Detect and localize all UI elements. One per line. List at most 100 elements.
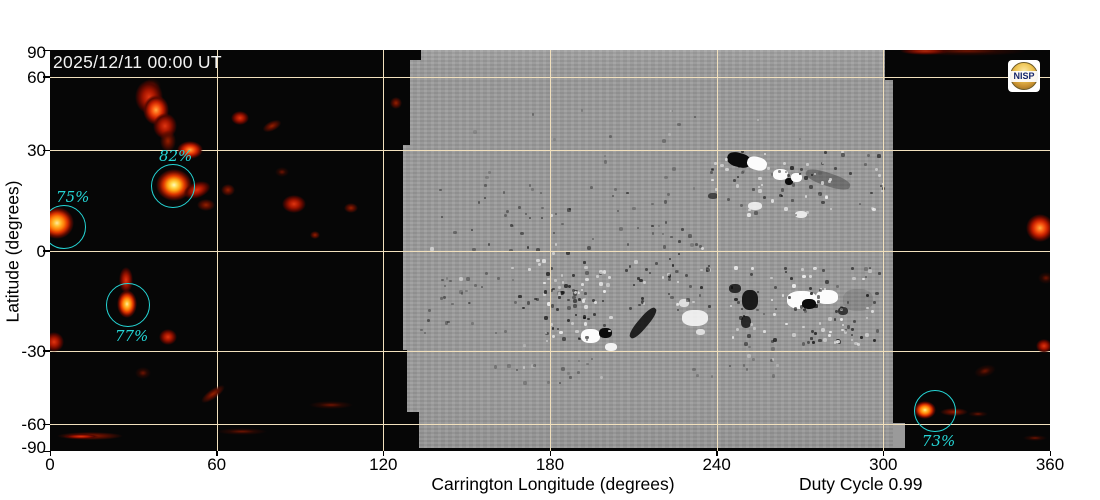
magnetogram-speckle: [484, 197, 487, 200]
y-tick-label: 0: [36, 241, 46, 261]
magnetogram-speckle: [561, 367, 565, 371]
magnetogram-speckle: [801, 342, 806, 346]
magnetogram-speckle: [676, 280, 680, 284]
farside-blob: [231, 110, 250, 125]
magnetogram-speckle: [802, 325, 805, 329]
magnetogram-speckle: [502, 191, 505, 194]
magnetogram-speckle: [741, 307, 744, 310]
magnetogram-speckle: [541, 206, 544, 210]
farside-blob: [282, 194, 307, 213]
magnetogram-speckle: [774, 307, 778, 311]
magnetogram-speckle: [536, 298, 539, 301]
magnetogram-speckle: [819, 289, 822, 292]
magnetogram-speckle: [523, 344, 526, 347]
magnetogram-speckle: [833, 340, 837, 344]
magnetogram-speckle: [602, 270, 606, 274]
magnetogram-speckle: [754, 211, 758, 215]
magnetogram-speckle: [694, 116, 697, 119]
magnetogram-speckle: [540, 216, 544, 219]
magnetogram-speckle: [445, 321, 449, 325]
magnetogram-speckle: [586, 245, 591, 250]
magnetogram-speckle: [806, 163, 809, 166]
magnetogram-speckle: [821, 161, 824, 164]
magnetogram-speckle: [859, 335, 863, 339]
magnetogram-speckle: [585, 338, 589, 342]
magnetogram-speckle: [561, 280, 565, 284]
magnetogram-speckle: [669, 109, 673, 113]
magnetogram-speckle: [573, 292, 577, 297]
x-tick-label: 360: [1035, 455, 1065, 474]
magnetogram-speckle: [877, 154, 881, 158]
magnetogram-speckle: [865, 316, 869, 320]
magnetogram-speckle: [841, 153, 845, 157]
magnetogram-speckle: [880, 185, 883, 188]
magnetogram-patch: [843, 288, 874, 311]
magnetogram-patch: [678, 299, 689, 308]
magnetogram-speckle: [638, 303, 641, 307]
magnetogram-speckle: [839, 306, 844, 310]
magnetogram-speckle: [441, 278, 444, 282]
magnetogram-speckle: [528, 217, 531, 220]
magnetogram-speckle: [785, 322, 789, 326]
magnetogram-speckle: [714, 162, 717, 165]
magnetogram-speckle: [526, 301, 530, 305]
magnetogram-speckle: [648, 272, 651, 275]
magnetogram-speckle: [711, 178, 714, 182]
magnetogram-speckle: [688, 233, 692, 238]
magnetogram-speckle: [818, 171, 823, 176]
magnetogram-speckle: [575, 329, 579, 334]
magnetogram-speckle: [657, 224, 660, 227]
magnetogram-speckle: [762, 195, 767, 200]
magnetogram-speckle: [877, 174, 881, 178]
magnetogram-speckle: [572, 273, 575, 277]
magnetogram-speckle: [739, 315, 743, 320]
magnetogram-speckle: [522, 306, 525, 310]
magnetogram-speckle: [881, 186, 886, 191]
magnetogram-speckle: [676, 302, 680, 306]
magnetogram-patch: [815, 289, 838, 304]
magnetogram-speckle: [874, 291, 879, 296]
x-tick-label: 300: [869, 455, 898, 474]
magnetogram-speckle: [551, 327, 555, 331]
magnetogram-speckle: [567, 208, 571, 212]
magnetogram-speckle: [580, 289, 583, 292]
magnetogram-speckle: [453, 230, 457, 235]
magnetogram-speckle: [799, 305, 804, 309]
magnetogram-speckle: [668, 278, 672, 281]
magnetogram-speckle: [708, 305, 711, 308]
magnetogram-speckle: [748, 346, 751, 349]
magnetogram-speckle: [828, 180, 831, 183]
magnetogram-speckle: [591, 298, 596, 303]
magnetogram-speckle: [566, 318, 571, 322]
magnetogram-speckle: [692, 300, 695, 304]
magnetogram-speckle: [857, 342, 861, 347]
magnetogram-speckle: [873, 300, 877, 304]
magnetogram-speckle: [720, 163, 724, 167]
magnetogram-speckle: [484, 271, 489, 276]
magnetogram-speckle: [810, 291, 813, 295]
magnetogram-speckle: [534, 297, 537, 301]
magnetogram-speckle: [619, 227, 624, 231]
magnetogram-speckle: [576, 370, 581, 375]
magnetogram-speckle: [589, 185, 593, 190]
magnetogram-speckle: [828, 316, 832, 321]
magnetogram-speckle: [544, 316, 548, 321]
magnetogram-speckle: [578, 337, 582, 341]
magnetogram-speckle: [752, 326, 756, 330]
magnetogram-speckle: [836, 285, 839, 289]
magnetogram-speckle: [698, 294, 701, 297]
magnetogram-speckle: [757, 118, 760, 121]
magnetogram-speckle: [533, 364, 537, 368]
magnetogram-speckle: [558, 381, 562, 384]
magnetogram-speckle: [851, 266, 855, 270]
magnetogram-speckle: [511, 278, 515, 282]
magnetogram-speckle: [816, 295, 821, 299]
magnetogram-speckle: [426, 319, 430, 323]
magnetogram-speckle: [528, 184, 532, 187]
y-tick-label: 60: [27, 67, 46, 87]
magnetogram-noise: [403, 50, 894, 448]
magnetogram-speckle: [710, 375, 714, 378]
magnetogram-speckle: [577, 297, 581, 301]
farside-blob: [967, 410, 988, 417]
magnetogram-speckle: [667, 273, 671, 277]
